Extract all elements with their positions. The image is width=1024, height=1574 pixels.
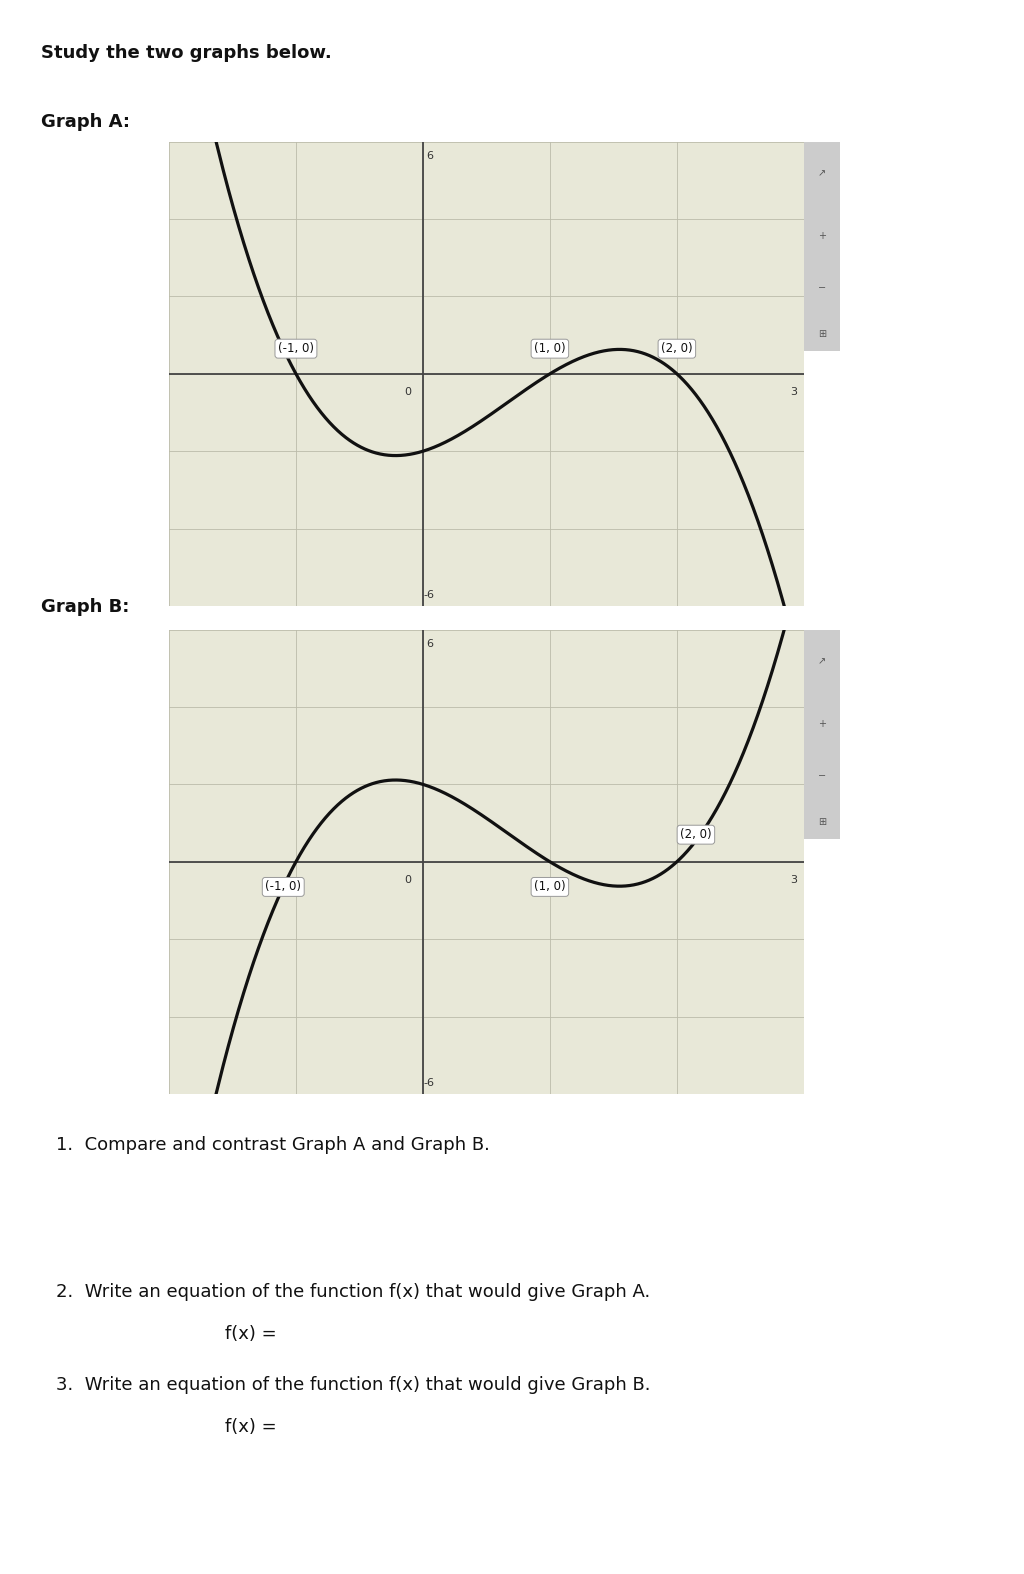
Text: f(x) =: f(x) = <box>225 1325 276 1343</box>
Text: Graph A:: Graph A: <box>41 113 130 131</box>
Text: ⊞: ⊞ <box>818 817 825 826</box>
Text: 6: 6 <box>426 639 433 648</box>
Text: 3: 3 <box>791 875 798 885</box>
Text: (2, 0): (2, 0) <box>662 342 692 356</box>
Text: (-1, 0): (-1, 0) <box>278 342 314 356</box>
Text: 3: 3 <box>791 387 798 397</box>
Text: -6: -6 <box>424 590 435 600</box>
Text: (1, 0): (1, 0) <box>535 342 565 356</box>
Text: −: − <box>818 283 825 293</box>
Text: 0: 0 <box>404 875 412 885</box>
Text: ↗: ↗ <box>818 168 825 178</box>
Text: f(x) =: f(x) = <box>225 1418 276 1435</box>
Text: −: − <box>818 771 825 781</box>
Text: 0: 0 <box>404 387 412 397</box>
Text: -6: -6 <box>424 1078 435 1088</box>
Text: (-1, 0): (-1, 0) <box>265 880 301 894</box>
Text: (2, 0): (2, 0) <box>680 828 712 841</box>
Text: 1.  Compare and contrast Graph A and Graph B.: 1. Compare and contrast Graph A and Grap… <box>56 1136 490 1154</box>
Text: +: + <box>818 231 825 241</box>
Text: Study the two graphs below.: Study the two graphs below. <box>41 44 332 61</box>
Text: 2.  Write an equation of the function f(x) that would give Graph A.: 2. Write an equation of the function f(x… <box>56 1283 650 1300</box>
Text: +: + <box>818 719 825 729</box>
Text: 6: 6 <box>426 151 433 161</box>
Text: 3.  Write an equation of the function f(x) that would give Graph B.: 3. Write an equation of the function f(x… <box>56 1376 651 1393</box>
Text: ↗: ↗ <box>818 656 825 666</box>
Text: (1, 0): (1, 0) <box>535 880 565 894</box>
Text: ⊞: ⊞ <box>818 329 825 338</box>
Text: Graph B:: Graph B: <box>41 598 129 615</box>
